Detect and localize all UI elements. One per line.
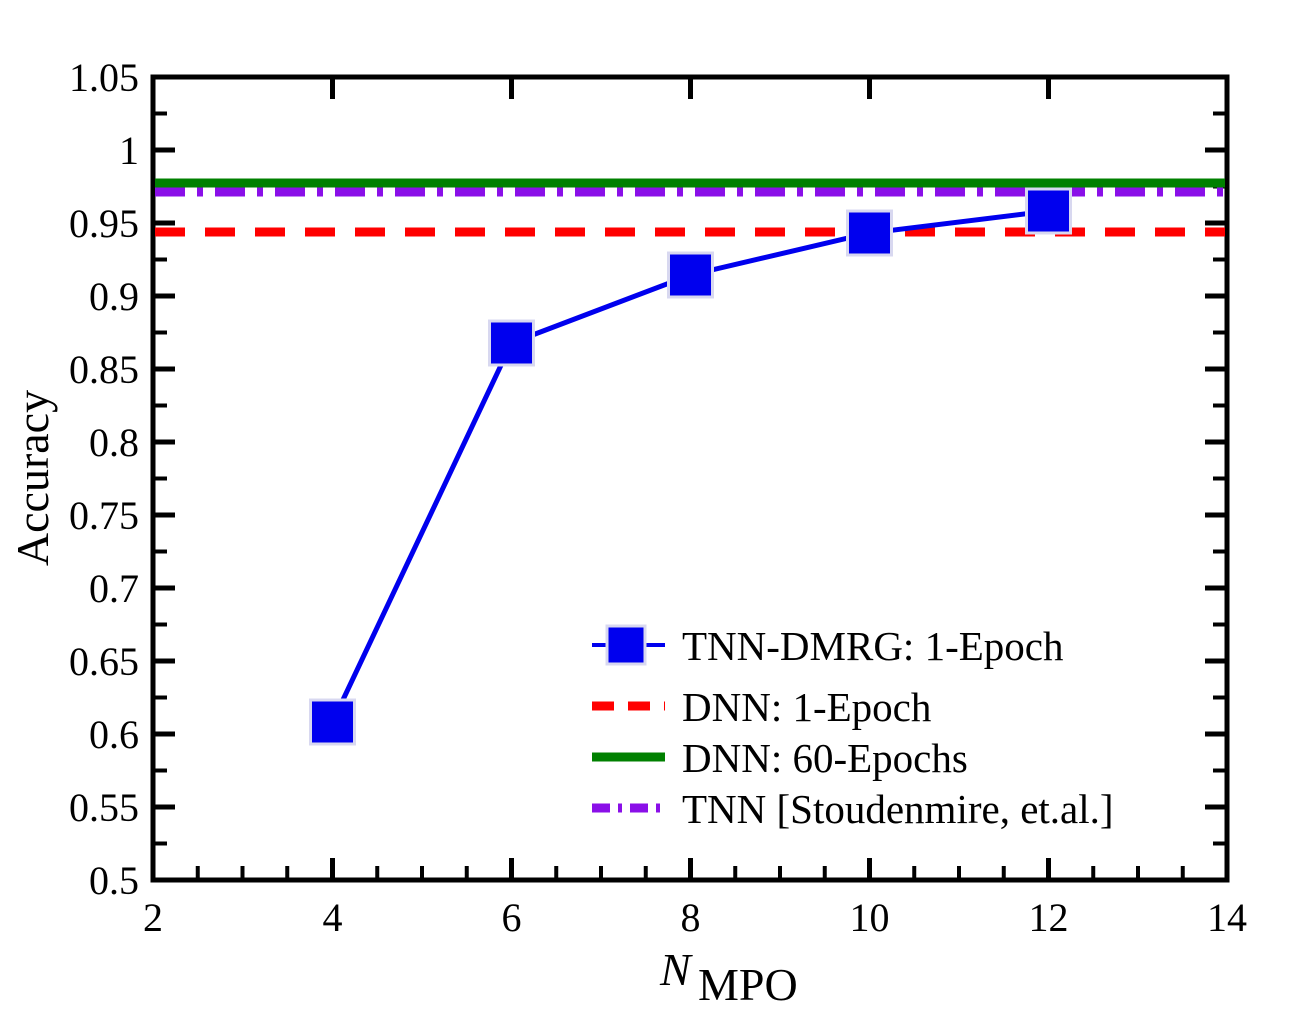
x-tick-label: 8	[681, 895, 701, 940]
y-tick-label: 0.75	[69, 493, 139, 538]
y-axis-title: Accuracy	[7, 390, 58, 566]
x-tick-label: 4	[323, 895, 343, 940]
x-axis-major-ticks	[330, 858, 1051, 880]
y-tick-label: 0.85	[69, 347, 139, 392]
y-tick-label: 0.55	[69, 785, 139, 830]
x-tick-label: 2	[143, 895, 163, 940]
y-tick-labels: 1.05 1 0.95 0.9 0.85 0.8 0.75 0.7 0.65 0…	[69, 55, 139, 903]
legend-label: DNN: 1-Epoch	[682, 684, 931, 730]
legend-item-dnn-1-epoch[interactable]: DNN: 1-Epoch	[592, 684, 931, 730]
data-point-marker	[309, 698, 356, 746]
x-tick-label: 6	[502, 895, 522, 940]
y-tick-label: 1.05	[69, 55, 139, 100]
y-tick-label: 0.65	[69, 639, 139, 684]
y-tick-label: 0.8	[89, 420, 139, 465]
legend-label: DNN: 60-Epochs	[682, 735, 968, 781]
x-tick-label: 12	[1029, 895, 1069, 940]
legend-label: TNN-DMRG: 1-Epoch	[682, 623, 1063, 669]
x-tick-label: 14	[1207, 895, 1247, 940]
y-tick-label: 0.95	[69, 201, 139, 246]
y-tick-label: 0.9	[89, 274, 139, 319]
series-markers-tnn-dmrg	[309, 187, 1072, 746]
y-axis-minor-ticks	[153, 111, 167, 846]
x-tick-label: 10	[850, 895, 890, 940]
y-tick-label: 0.6	[89, 712, 139, 757]
y-axis-right-major-ticks	[1205, 147, 1227, 810]
y-tick-label: 0.5	[89, 858, 139, 903]
y-axis-major-ticks	[153, 74, 175, 883]
y-tick-label: 1	[119, 128, 139, 173]
x-axis-minor-ticks	[195, 866, 1185, 880]
x-axis-title-subscript: MPO	[698, 959, 798, 1010]
y-tick-label: 0.7	[89, 566, 139, 611]
legend-item-dnn-60-epochs[interactable]: DNN: 60-Epochs	[592, 735, 968, 781]
y-axis-right-minor-ticks	[1213, 111, 1227, 846]
x-tick-labels: 2 4 6 8 10 12 14	[143, 895, 1247, 940]
legend-square-marker-icon	[605, 624, 647, 666]
legend: TNN-DMRG: 1-Epoch DNN: 1-Epoch DNN: 60-E…	[592, 623, 1114, 832]
legend-item-tnn-stoudenmire[interactable]: TNN [Stoudenmire, et.al.]	[592, 786, 1114, 832]
data-point-marker	[667, 251, 714, 299]
x-axis-title: N MPO	[659, 944, 798, 1010]
data-point-marker	[488, 319, 535, 367]
legend-label: TNN [Stoudenmire, et.al.]	[682, 786, 1114, 832]
data-point-marker	[1025, 187, 1072, 235]
x-axis-title-base: N	[659, 944, 693, 995]
legend-item-tnn-dmrg[interactable]: TNN-DMRG: 1-Epoch	[592, 623, 1063, 669]
x-axis-top-major-ticks	[330, 77, 1051, 99]
data-point-marker	[846, 209, 893, 257]
